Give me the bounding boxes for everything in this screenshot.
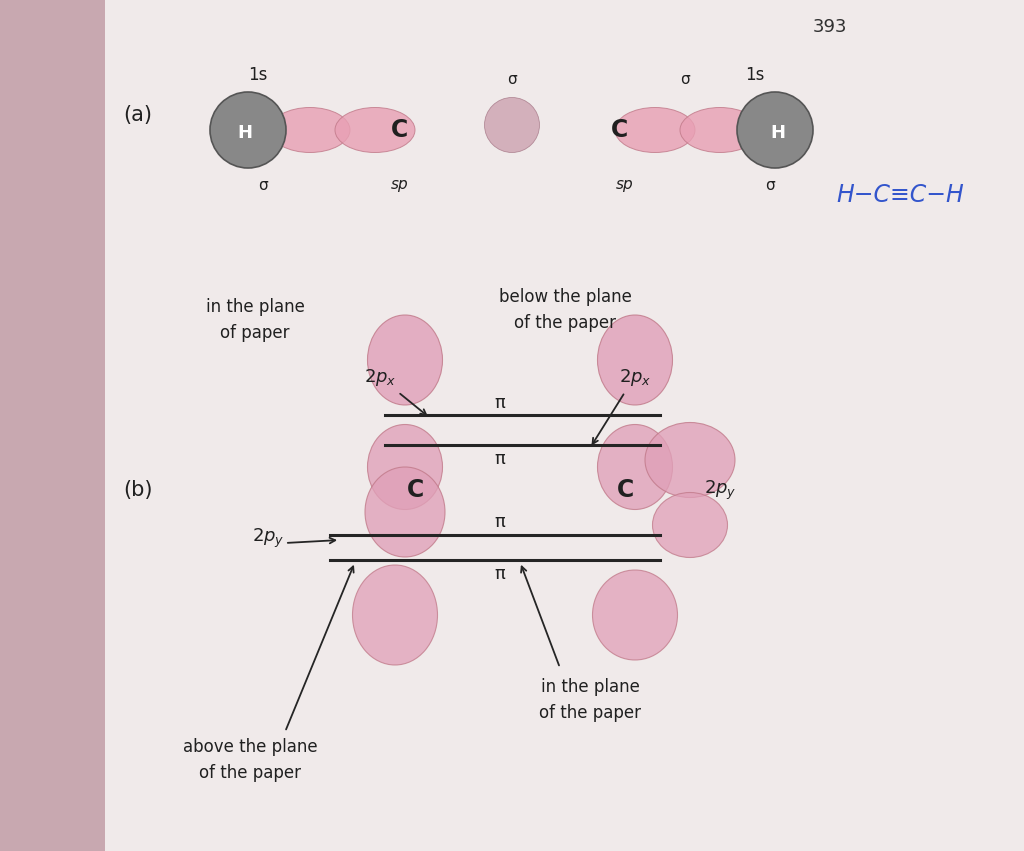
Text: $2p_x$: $2p_x$	[618, 368, 651, 389]
Text: above the plane
of the paper: above the plane of the paper	[182, 739, 317, 781]
Ellipse shape	[368, 315, 442, 405]
Text: C: C	[616, 478, 634, 502]
Ellipse shape	[593, 570, 678, 660]
Text: in the plane
of paper: in the plane of paper	[206, 299, 304, 341]
Text: below the plane
of the paper: below the plane of the paper	[499, 288, 632, 332]
Text: $2p_y$: $2p_y$	[703, 478, 736, 501]
Ellipse shape	[484, 98, 540, 152]
Bar	[0, 0, 105, 851]
Text: 1s: 1s	[248, 66, 267, 84]
Text: sp: sp	[616, 178, 634, 192]
Circle shape	[210, 92, 286, 168]
Text: C: C	[391, 118, 409, 142]
Text: sp: sp	[391, 178, 409, 192]
Text: π: π	[495, 394, 506, 412]
Ellipse shape	[365, 467, 445, 557]
Text: (b): (b)	[123, 480, 153, 500]
Text: $2p_x$: $2p_x$	[364, 368, 396, 389]
Ellipse shape	[270, 107, 350, 152]
Ellipse shape	[352, 565, 437, 665]
Text: H: H	[770, 124, 785, 142]
Ellipse shape	[368, 425, 442, 510]
Text: (a): (a)	[124, 105, 153, 125]
Text: σ: σ	[765, 178, 775, 192]
Text: π: π	[495, 450, 506, 468]
Ellipse shape	[652, 493, 727, 557]
Text: 393: 393	[813, 18, 847, 36]
Ellipse shape	[597, 315, 673, 405]
Text: H−C≡C−H: H−C≡C−H	[837, 183, 964, 207]
Text: π: π	[495, 565, 506, 583]
Text: σ: σ	[680, 72, 690, 88]
Text: σ: σ	[258, 178, 268, 192]
Text: $2p_y$: $2p_y$	[252, 527, 285, 550]
Circle shape	[737, 92, 813, 168]
Text: H: H	[238, 124, 253, 142]
Ellipse shape	[680, 107, 760, 152]
Ellipse shape	[615, 107, 695, 152]
Text: in the plane
of the paper: in the plane of the paper	[539, 678, 641, 722]
Text: σ: σ	[507, 72, 517, 88]
Text: C: C	[611, 118, 629, 142]
Text: C: C	[407, 478, 424, 502]
Ellipse shape	[597, 425, 673, 510]
Ellipse shape	[335, 107, 415, 152]
Ellipse shape	[645, 422, 735, 498]
Text: π: π	[495, 513, 506, 531]
Text: 1s: 1s	[745, 66, 765, 84]
